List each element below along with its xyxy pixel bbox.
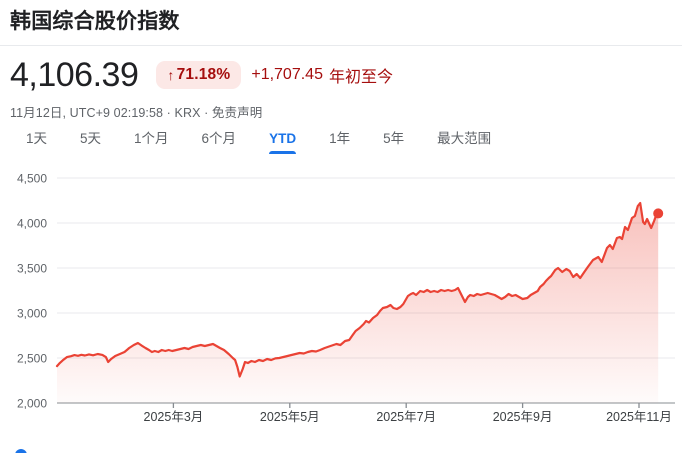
- tab-max[interactable]: 最大范围: [437, 125, 491, 152]
- range-tab-bar: 1天 5天 1个月 6个月 YTD 1年 5年 最大范围: [26, 123, 491, 154]
- tab-5d[interactable]: 5天: [80, 125, 101, 152]
- quote-timestamp-exchange: 11月12日, UTC+9 02:19:58 · KRX ·: [10, 106, 212, 120]
- svg-text:3,000: 3,000: [17, 307, 47, 321]
- svg-text:4,000: 4,000: [17, 217, 47, 231]
- svg-text:3,500: 3,500: [17, 262, 47, 276]
- clipped-blue-icon: [15, 449, 27, 453]
- x-axis: 2025年3月 2025年5月 2025年7月 2025年9月 2025年11月: [144, 403, 672, 424]
- tab-6m[interactable]: 6个月: [202, 125, 237, 152]
- quote-meta-line: 11月12日, UTC+9 02:19:58 · KRX · 免责声明: [10, 102, 262, 121]
- svg-text:4,500: 4,500: [17, 172, 47, 186]
- svg-text:2025年9月: 2025年9月: [493, 410, 553, 424]
- tab-ytd[interactable]: YTD: [269, 125, 297, 154]
- svg-text:2025年5月: 2025年5月: [260, 410, 320, 424]
- change-period-label: 年初至今: [328, 69, 393, 86]
- header-divider: [0, 45, 682, 46]
- tab-1m[interactable]: 1个月: [134, 125, 169, 152]
- tab-1y[interactable]: 1年: [329, 125, 350, 152]
- change-absolute-value: +1,707.45: [251, 66, 323, 83]
- last-price-dot: [653, 208, 664, 219]
- svg-text:2025年3月: 2025年3月: [144, 410, 204, 424]
- change-absolute-group: +1,707.45 年初至今: [251, 63, 393, 87]
- y-axis-labels: 2,000 2,500 3,000 3,500 4,000 4,500: [17, 172, 47, 411]
- svg-text:2,000: 2,000: [17, 397, 47, 411]
- up-arrow-icon: ↑: [167, 67, 175, 83]
- change-percent-badge: ↑ 71.18%: [156, 61, 242, 89]
- disclaimer-link[interactable]: 免责声明: [211, 106, 263, 120]
- current-price: 4,106.39: [10, 56, 139, 94]
- tab-5y[interactable]: 5年: [383, 125, 404, 152]
- tab-1d[interactable]: 1天: [26, 125, 47, 152]
- price-line: [55, 201, 660, 378]
- area-fill: [57, 203, 659, 403]
- svg-text:2025年11月: 2025年11月: [606, 410, 672, 424]
- change-percent-value: 71.18%: [176, 66, 231, 83]
- page-title: 韩国综合股价指数: [10, 10, 180, 33]
- quote-summary: 4,106.39 ↑ 71.18% +1,707.45 年初至今: [10, 56, 393, 94]
- svg-text:2025年7月: 2025年7月: [376, 410, 436, 424]
- svg-text:2,500: 2,500: [17, 352, 47, 366]
